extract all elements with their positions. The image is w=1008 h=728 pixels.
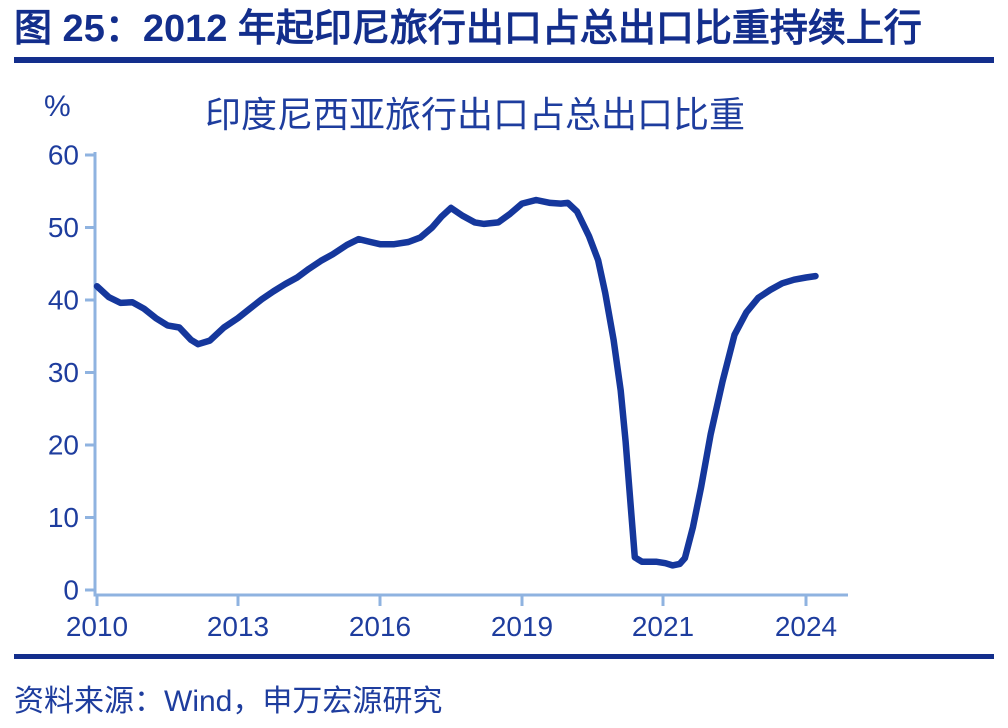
y-axis-tick-label: 60	[48, 140, 79, 171]
travel-export-share-line	[93, 196, 819, 569]
x-axis-tick-label: 2021	[632, 611, 694, 642]
chart-title: 印度尼西亚旅行出口占总出口比重	[204, 94, 745, 135]
figure-caption: 图 25：2012 年起印尼旅行出口占总出口比重持续上行	[14, 8, 922, 50]
footer-rule	[14, 654, 994, 659]
source-note: 资料来源：Wind，申万宏源研究	[14, 685, 443, 718]
y-axis-tick-label: 20	[48, 430, 79, 461]
y-axis-tick-label: 40	[48, 285, 79, 316]
x-axis-tick-label: 2016	[349, 611, 411, 642]
y-axis-tick-label: 10	[48, 502, 79, 533]
y-axis-tick-label: 30	[48, 357, 79, 388]
x-axis-tick-label: 2024	[775, 611, 837, 642]
axis-ticks	[85, 153, 808, 606]
header-rule	[14, 57, 994, 63]
y-axis-tick-label: 50	[48, 212, 79, 243]
y-axis-tick-label: 0	[63, 575, 79, 606]
y-axis-unit-label: %	[44, 90, 71, 123]
x-axis-tick-label: 2013	[207, 611, 269, 642]
x-axis-tick-label: 2010	[66, 611, 128, 642]
x-axis-tick-label: 2019	[491, 611, 553, 642]
